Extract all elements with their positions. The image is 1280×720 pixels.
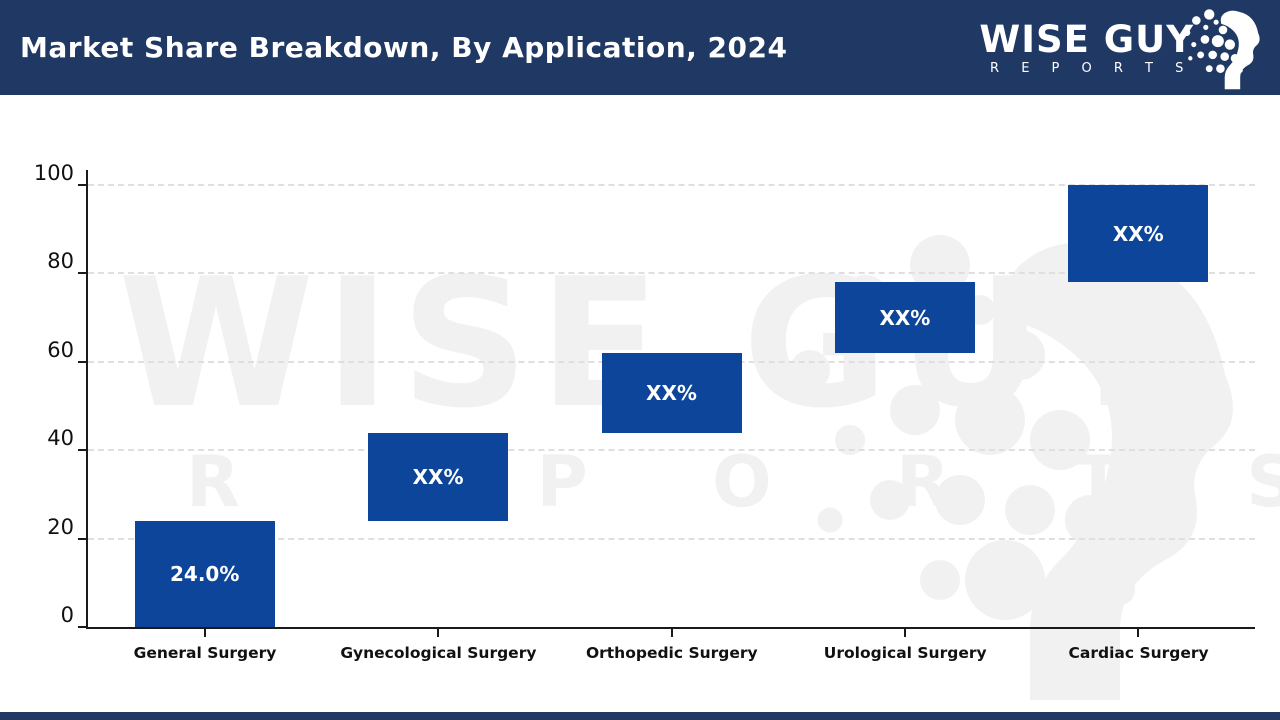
x-tick-mark-2 bbox=[437, 629, 440, 637]
bar-value-label: XX% bbox=[879, 305, 931, 330]
y-tick-mark-20 bbox=[78, 537, 86, 540]
header-bar: Market Share Breakdown, By Application, … bbox=[0, 0, 1280, 95]
category-label-1: General Surgery bbox=[133, 644, 277, 662]
x-tick-mark-1 bbox=[203, 629, 206, 637]
x-tick-mark-4 bbox=[903, 629, 906, 637]
bar-urological-surgery: XX% bbox=[834, 282, 975, 353]
logo-subtitle: R E P O R T S bbox=[990, 60, 1193, 76]
y-tick-label-0: 0 bbox=[60, 603, 74, 627]
category-label-4: Urological Surgery bbox=[823, 644, 987, 662]
y-tick-mark-100 bbox=[78, 184, 86, 186]
watermark-head-icon bbox=[790, 235, 1233, 700]
y-axis-line bbox=[86, 170, 88, 627]
bar-value-label: 24.0% bbox=[169, 561, 240, 586]
wise-guy-logo: WISE GUY R E P O R T S bbox=[979, 6, 1266, 90]
category-label-3: Orthopedic Surgery bbox=[585, 644, 758, 662]
bar-orthopedic-surgery: XX% bbox=[601, 352, 742, 433]
page-title: Market Share Breakdown, By Application, … bbox=[20, 31, 788, 64]
bar-general-surgery: 24.0% bbox=[134, 520, 275, 627]
y-tick-mark-0 bbox=[78, 626, 86, 628]
wise-guy-logo-text: WISE GUY R E P O R T S bbox=[979, 21, 1194, 75]
category-label-2: Gynecological Surgery bbox=[340, 644, 537, 662]
bar-value-label: XX% bbox=[412, 464, 464, 489]
gridline-20 bbox=[88, 537, 1255, 540]
plot-area: 0 20 40 60 80 100 24.0% XX% XX% XX% XX% bbox=[34, 161, 1255, 637]
x-tick-mark-5 bbox=[1137, 629, 1140, 637]
y-tick-mark-60 bbox=[78, 360, 86, 363]
gridline-40 bbox=[88, 449, 1255, 452]
logo-head-icon bbox=[1183, 8, 1260, 89]
y-tick-label-80: 80 bbox=[47, 249, 74, 274]
gridline-80 bbox=[88, 272, 1255, 275]
y-tick-label-60: 60 bbox=[47, 337, 74, 362]
bar-cardiac-surgery: XX% bbox=[1068, 185, 1209, 283]
x-axis-line bbox=[86, 627, 1255, 629]
category-label-5: Cardiac Surgery bbox=[1068, 644, 1209, 662]
y-tick-label-100: 100 bbox=[33, 161, 74, 185]
y-tick-mark-40 bbox=[78, 449, 86, 452]
y-tick-label-40: 40 bbox=[47, 426, 74, 451]
y-tick-label-20: 20 bbox=[47, 514, 74, 539]
x-tick-mark-3 bbox=[670, 629, 673, 637]
y-tick-mark-80 bbox=[78, 272, 86, 275]
bar-value-label: XX% bbox=[646, 380, 697, 405]
logo-wordmark: WISE GUY bbox=[979, 17, 1194, 61]
gridline-100 bbox=[88, 184, 1255, 186]
bar-gynecological-surgery: XX% bbox=[368, 432, 509, 521]
bar-value-label: XX% bbox=[1112, 221, 1164, 246]
chart-area: WISE GUY R E P O R T S 0 20 40 60 80 100 24.0%… bbox=[0, 95, 1280, 712]
footer-bar bbox=[0, 712, 1280, 720]
